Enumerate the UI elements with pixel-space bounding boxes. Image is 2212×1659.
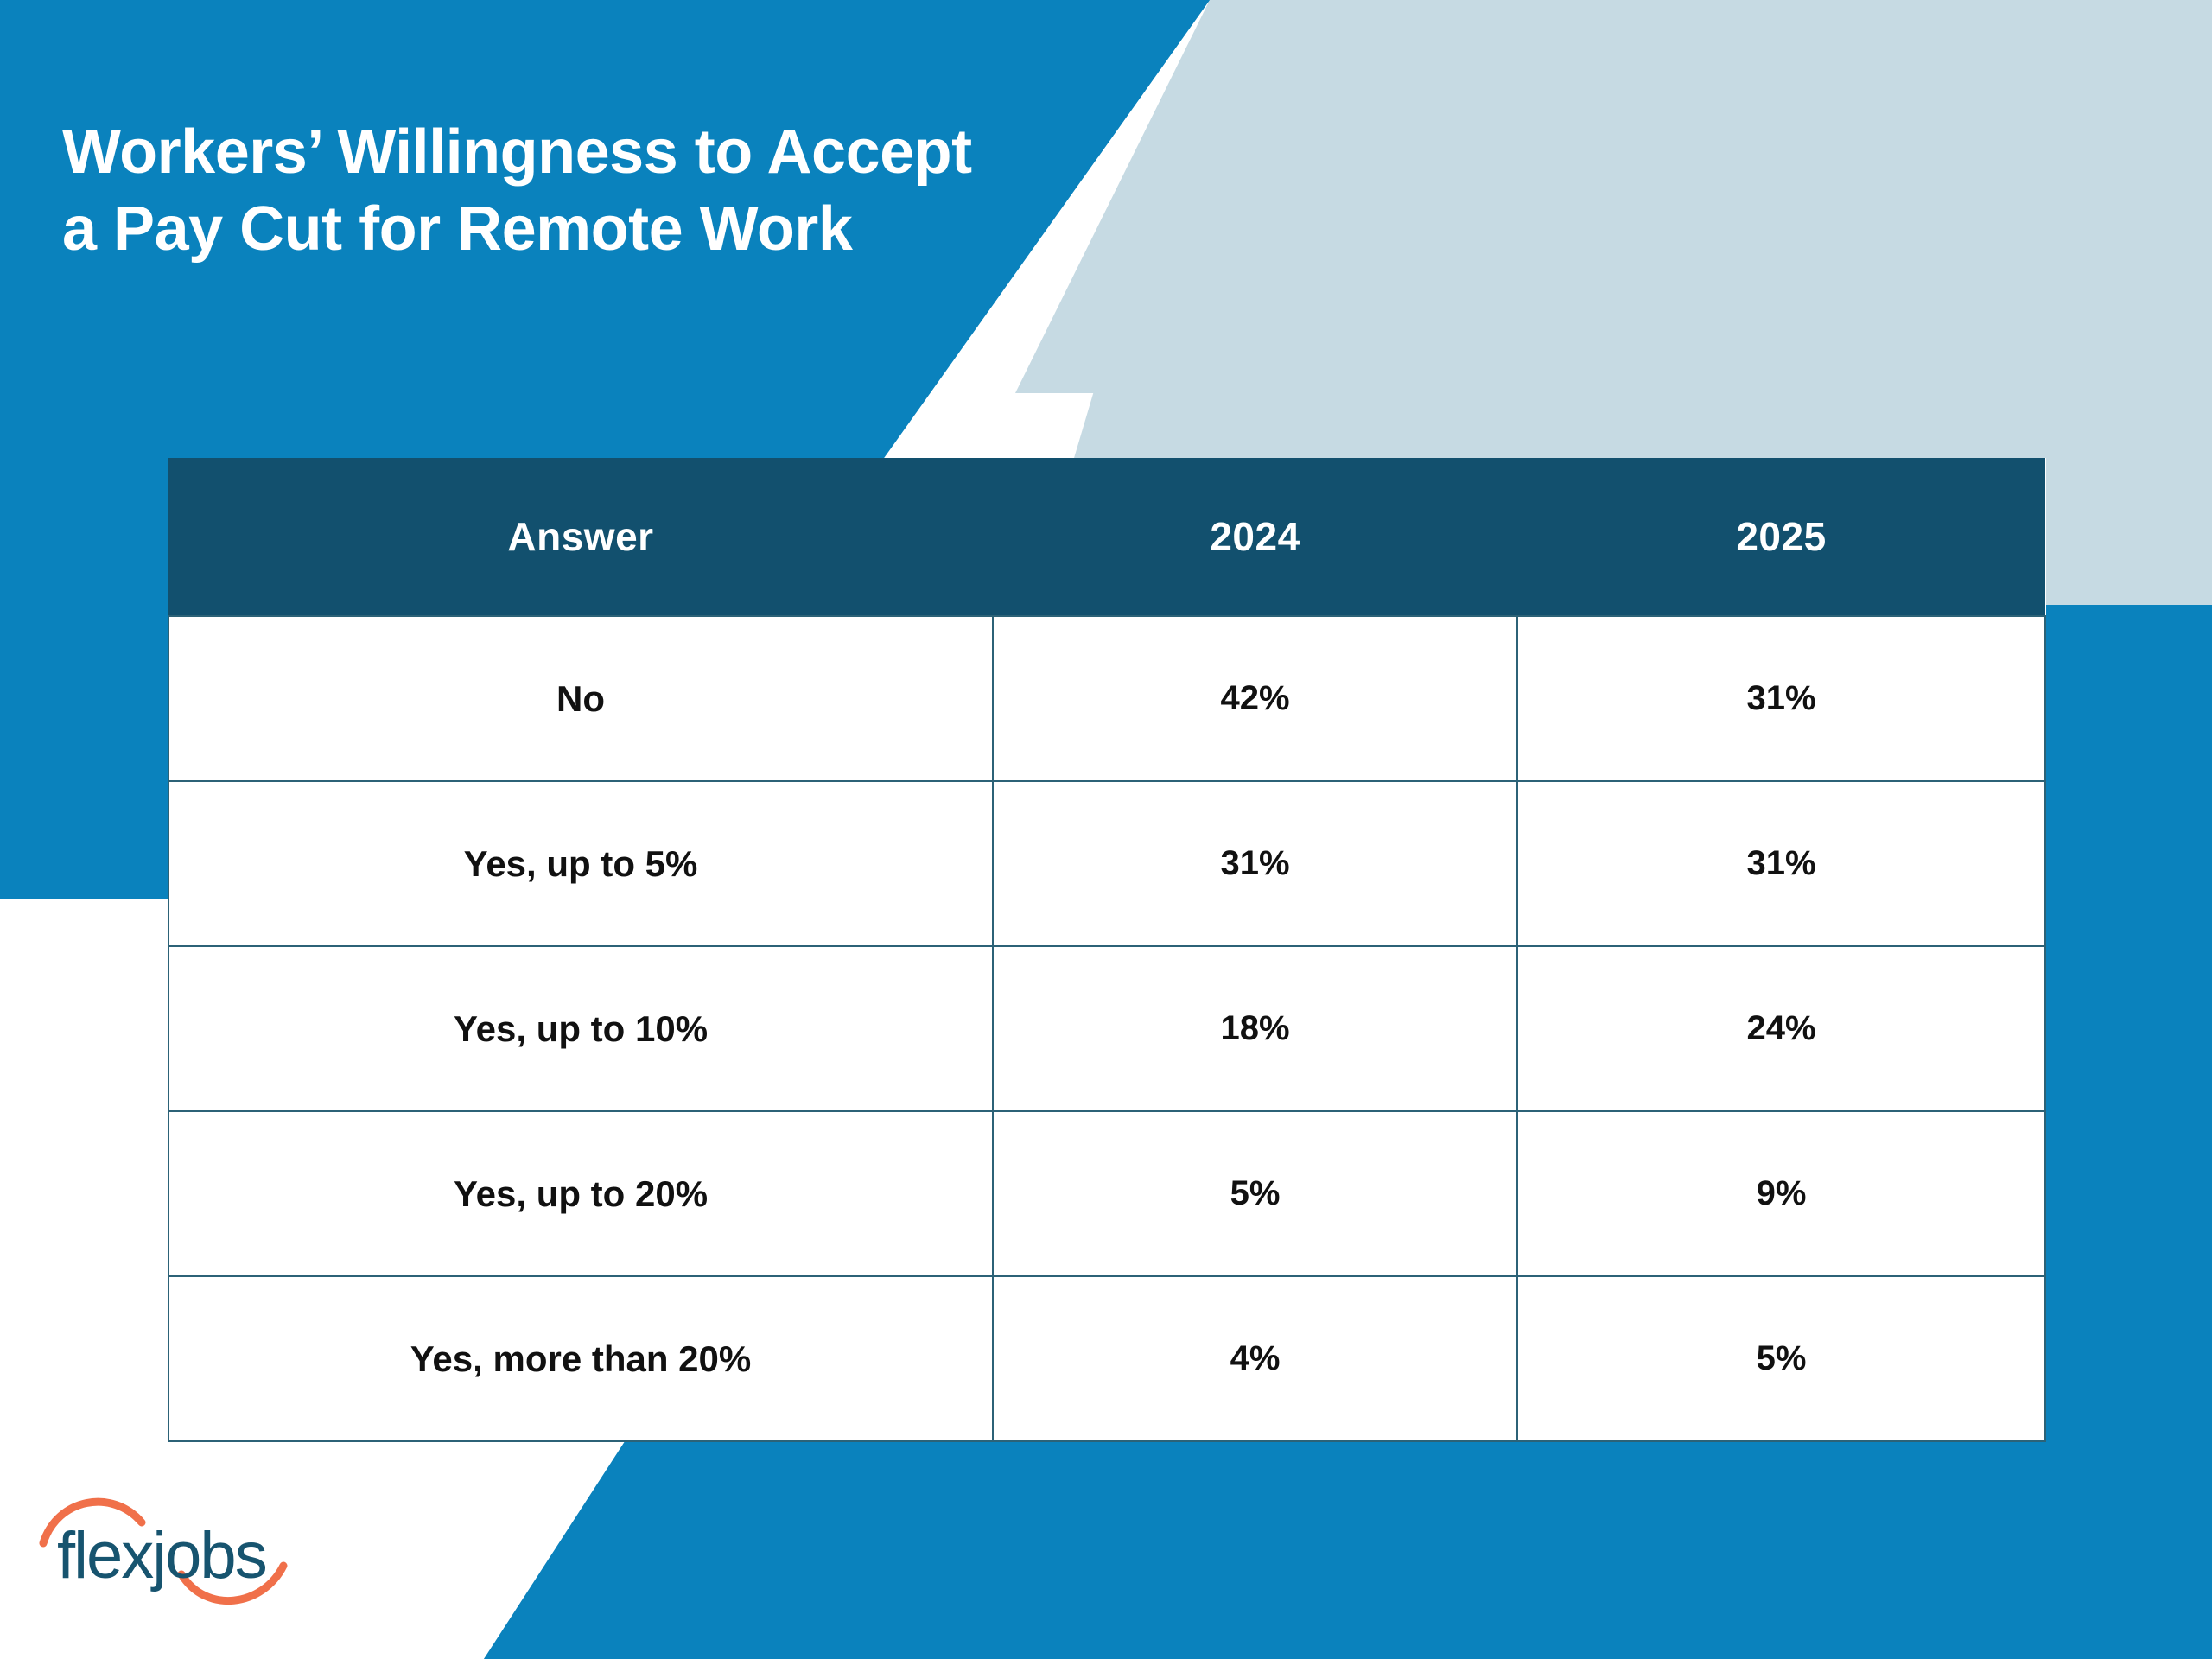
cell-answer: Yes, up to 10% — [168, 945, 994, 1112]
cell-2025: 31% — [1516, 780, 2046, 947]
cell-answer: Yes, up to 5% — [168, 780, 994, 947]
flexjobs-logo-icon: flexjobs — [39, 1497, 288, 1605]
table-row: Yes, up to 10% 18% 24% — [168, 945, 2046, 1112]
page-title-line-2: a Pay Cut for Remote Work — [62, 194, 853, 264]
table-row: Yes, more than 20% 4% 5% — [168, 1275, 2046, 1442]
cell-2025: 5% — [1516, 1275, 2046, 1442]
flexjobs-logo: flexjobs — [36, 1483, 321, 1612]
page-title-line-1: Workers’ Willingness to Accept — [62, 118, 972, 187]
cell-2024: 31% — [992, 780, 1518, 947]
table-row: Yes, up to 5% 31% 31% — [168, 780, 2046, 947]
cell-2025: 9% — [1516, 1110, 2046, 1277]
cell-2025: 31% — [1516, 615, 2046, 782]
data-table-container: Answer 2024 2025 No 42% 31% Yes, up to 5… — [168, 458, 2046, 1442]
cell-2024: 5% — [992, 1110, 1518, 1277]
table-header: Answer 2024 2025 — [168, 458, 2045, 616]
column-header-answer: Answer — [168, 458, 993, 616]
cell-2024: 4% — [992, 1275, 1518, 1442]
logo-swoosh-top-icon — [39, 1497, 146, 1548]
logo-wordmark: flexjobs — [57, 1519, 266, 1592]
table-body: No 42% 31% Yes, up to 5% 31% 31% Yes, up… — [168, 615, 2046, 1442]
page-title: Workers’ Willingness to Accept a Pay Cut… — [62, 114, 1272, 269]
cell-2024: 42% — [992, 615, 1518, 782]
pay-cut-willingness-table: Answer 2024 2025 No 42% 31% Yes, up to 5… — [168, 458, 2046, 1442]
column-header-2025: 2025 — [1517, 458, 2045, 616]
table-row: Yes, up to 20% 5% 9% — [168, 1110, 2046, 1277]
cell-answer: Yes, more than 20% — [168, 1275, 994, 1442]
table-row: No 42% 31% — [168, 615, 2046, 782]
cell-2025: 24% — [1516, 945, 2046, 1112]
cell-answer: No — [168, 615, 994, 782]
table-header-row: Answer 2024 2025 — [168, 458, 2045, 616]
cell-2024: 18% — [992, 945, 1518, 1112]
logo-swoosh-bottom-icon — [177, 1561, 288, 1605]
cell-answer: Yes, up to 20% — [168, 1110, 994, 1277]
column-header-2024: 2024 — [993, 458, 1517, 616]
